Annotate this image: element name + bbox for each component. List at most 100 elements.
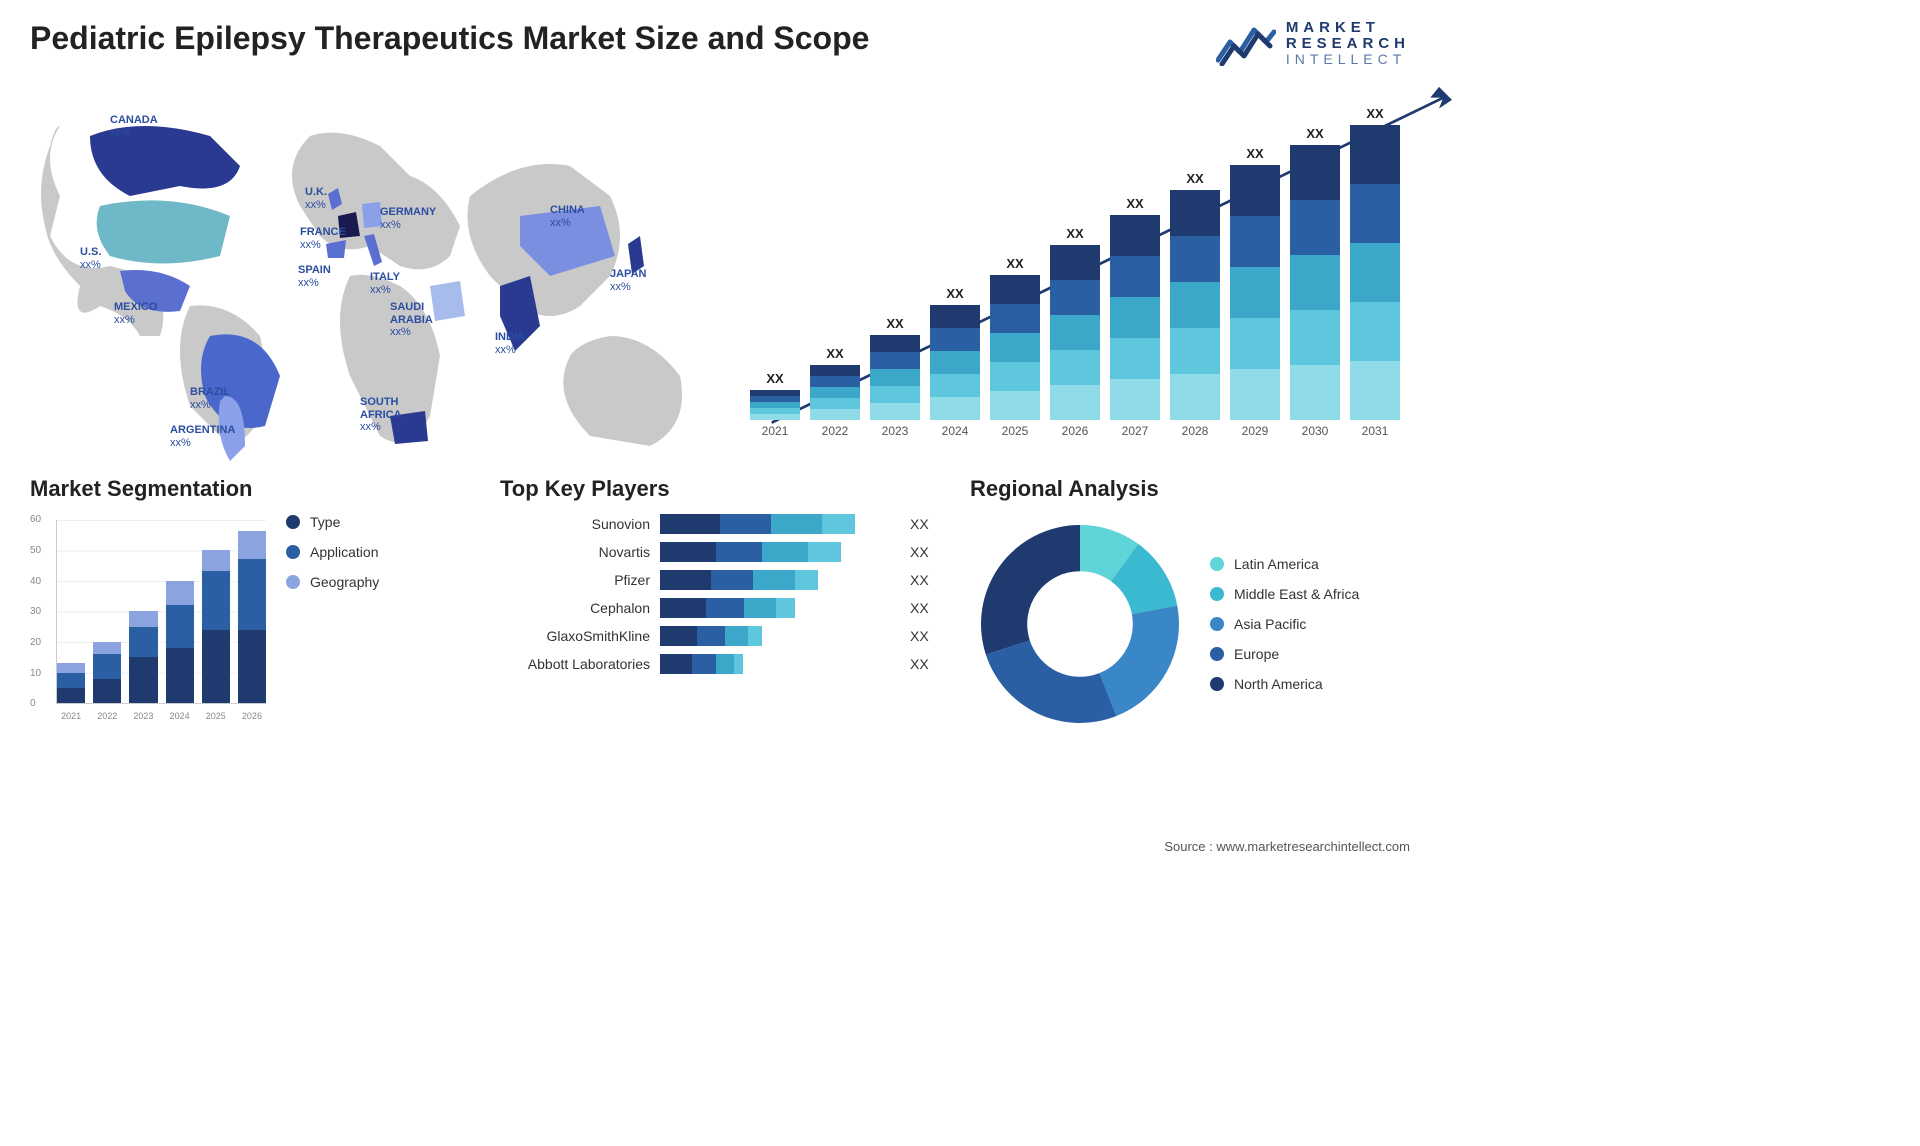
player-bar — [660, 654, 892, 674]
y-axis-tick: 40 — [30, 576, 41, 587]
player-name: Pfizer — [500, 572, 650, 588]
bar-category-label: 2026 — [1062, 424, 1089, 438]
segmentation-section: Market Segmentation 0102030405060 202120… — [30, 476, 470, 734]
legend-item: Asia Pacific — [1210, 616, 1359, 632]
player-value: XX — [910, 656, 940, 672]
map-label: BRAZILxx% — [190, 386, 230, 411]
segmentation-category: 2023 — [129, 711, 157, 721]
growth-bar: XX 2027 — [1110, 196, 1160, 438]
regional-title: Regional Analysis — [970, 476, 1410, 502]
logo-icon — [1216, 20, 1276, 66]
map-label: CANADAxx% — [110, 114, 158, 139]
brand-logo: MARKET RESEARCH INTELLECT — [1216, 20, 1410, 66]
bar-value-label: XX — [1006, 256, 1023, 271]
segmentation-category: 2024 — [166, 711, 194, 721]
source-text: Source : www.marketresearchintellect.com — [1164, 839, 1410, 854]
bar-value-label: XX — [1246, 146, 1263, 161]
player-bar — [660, 598, 892, 618]
player-bar — [660, 542, 892, 562]
segmentation-bar: 2026 — [238, 531, 266, 703]
brand-line3: INTELLECT — [1286, 52, 1410, 67]
player-row: Abbott Laboratories XX — [500, 654, 940, 674]
segmentation-category: 2022 — [93, 711, 121, 721]
page-title: Pediatric Epilepsy Therapeutics Market S… — [30, 20, 869, 57]
growth-bar: XX2023 — [870, 316, 920, 438]
segmentation-chart: 0102030405060 202120222023202420252026 — [30, 514, 270, 724]
player-value: XX — [910, 600, 940, 616]
map-label: ITALYxx% — [370, 271, 400, 296]
player-bar — [660, 626, 892, 646]
player-row: Sunovion XX — [500, 514, 940, 534]
map-label: U.K.xx% — [305, 186, 327, 211]
bar-value-label: XX — [1366, 106, 1383, 121]
player-value: XX — [910, 572, 940, 588]
player-name: GlaxoSmithKline — [500, 628, 650, 644]
player-bar — [660, 570, 892, 590]
y-axis-tick: 60 — [30, 514, 41, 525]
segmentation-title: Market Segmentation — [30, 476, 470, 502]
growth-bar: XX 2025 — [990, 256, 1040, 438]
bar-category-label: 2029 — [1242, 424, 1269, 438]
segmentation-bar: 2025 — [202, 550, 230, 703]
map-label: INDIAxx% — [495, 331, 525, 356]
donut-slice — [1099, 606, 1179, 717]
map-label: JAPANxx% — [610, 268, 646, 293]
growth-bar: XX 2028 — [1170, 171, 1220, 438]
bar-category-label: 2025 — [1002, 424, 1029, 438]
player-bar — [660, 514, 892, 534]
donut-slice — [986, 641, 1117, 724]
segmentation-legend: TypeApplicationGeography — [286, 514, 379, 724]
growth-bar: XX 2021 — [750, 371, 800, 438]
key-players-section: Top Key Players SunovionXXNovartisXXPfiz… — [500, 476, 940, 734]
segmentation-bar: 2022 — [93, 642, 121, 703]
bar-category-label: 2022 — [822, 424, 849, 438]
growth-bar: XX 2031 — [1350, 106, 1400, 438]
bar-value-label: XX — [886, 316, 903, 331]
map-label: MEXICOxx% — [114, 301, 157, 326]
growth-bar: XX2030 — [1290, 126, 1340, 438]
player-row: Pfizer XX — [500, 570, 940, 590]
bar-value-label: XX — [1066, 226, 1083, 241]
bar-category-label: 2031 — [1362, 424, 1389, 438]
bar-value-label: XX — [946, 286, 963, 301]
map-label: U.S.xx% — [80, 246, 101, 271]
y-axis-tick: 30 — [30, 606, 41, 617]
legend-item: Type — [286, 514, 379, 530]
y-axis-tick: 10 — [30, 668, 41, 679]
player-value: XX — [910, 516, 940, 532]
player-name: Cephalon — [500, 600, 650, 616]
growth-bar: XX 2029 — [1230, 146, 1280, 438]
growth-bar: XX2022 — [810, 346, 860, 438]
player-value: XX — [910, 544, 940, 560]
legend-item: Latin America — [1210, 556, 1359, 572]
world-map-panel: CANADAxx%U.S.xx%MEXICOxx%BRAZILxx%ARGENT… — [30, 76, 710, 466]
legend-item: North America — [1210, 676, 1359, 692]
bar-value-label: XX — [1186, 171, 1203, 186]
regional-donut — [970, 514, 1190, 734]
legend-item: Geography — [286, 574, 379, 590]
segmentation-bar: 2021 — [57, 663, 85, 703]
player-name: Abbott Laboratories — [500, 656, 650, 672]
map-label: SAUDIARABIAxx% — [390, 301, 433, 339]
segmentation-category: 2021 — [57, 711, 85, 721]
y-axis-tick: 0 — [30, 698, 36, 709]
brand-line2: RESEARCH — [1286, 36, 1410, 52]
growth-chart-panel: XX2021XX2022XX2023XX2024XX2025XX2026XX20… — [730, 76, 1410, 466]
bar-value-label: XX — [766, 371, 783, 386]
key-players-chart: Sunovion XX Novartis XX Pfizer XX Cephalon XX Gl… — [500, 514, 940, 674]
bar-category-label: 2027 — [1122, 424, 1149, 438]
player-name: Novartis — [500, 544, 650, 560]
player-name: Sunovion — [500, 516, 650, 532]
y-axis-tick: 50 — [30, 545, 41, 556]
player-row: GlaxoSmithKlineXX — [500, 626, 940, 646]
bar-value-label: XX — [1306, 126, 1323, 141]
bar-category-label: 2024 — [942, 424, 969, 438]
map-label: SOUTHAFRICAxx% — [360, 396, 402, 434]
bar-category-label: 2028 — [1182, 424, 1209, 438]
bar-category-label: 2021 — [762, 424, 789, 438]
bar-value-label: XX — [1126, 196, 1143, 211]
segmentation-category: 2026 — [238, 711, 266, 721]
donut-slice — [981, 525, 1080, 655]
key-players-title: Top Key Players — [500, 476, 940, 502]
map-label: CHINAxx% — [550, 204, 585, 229]
